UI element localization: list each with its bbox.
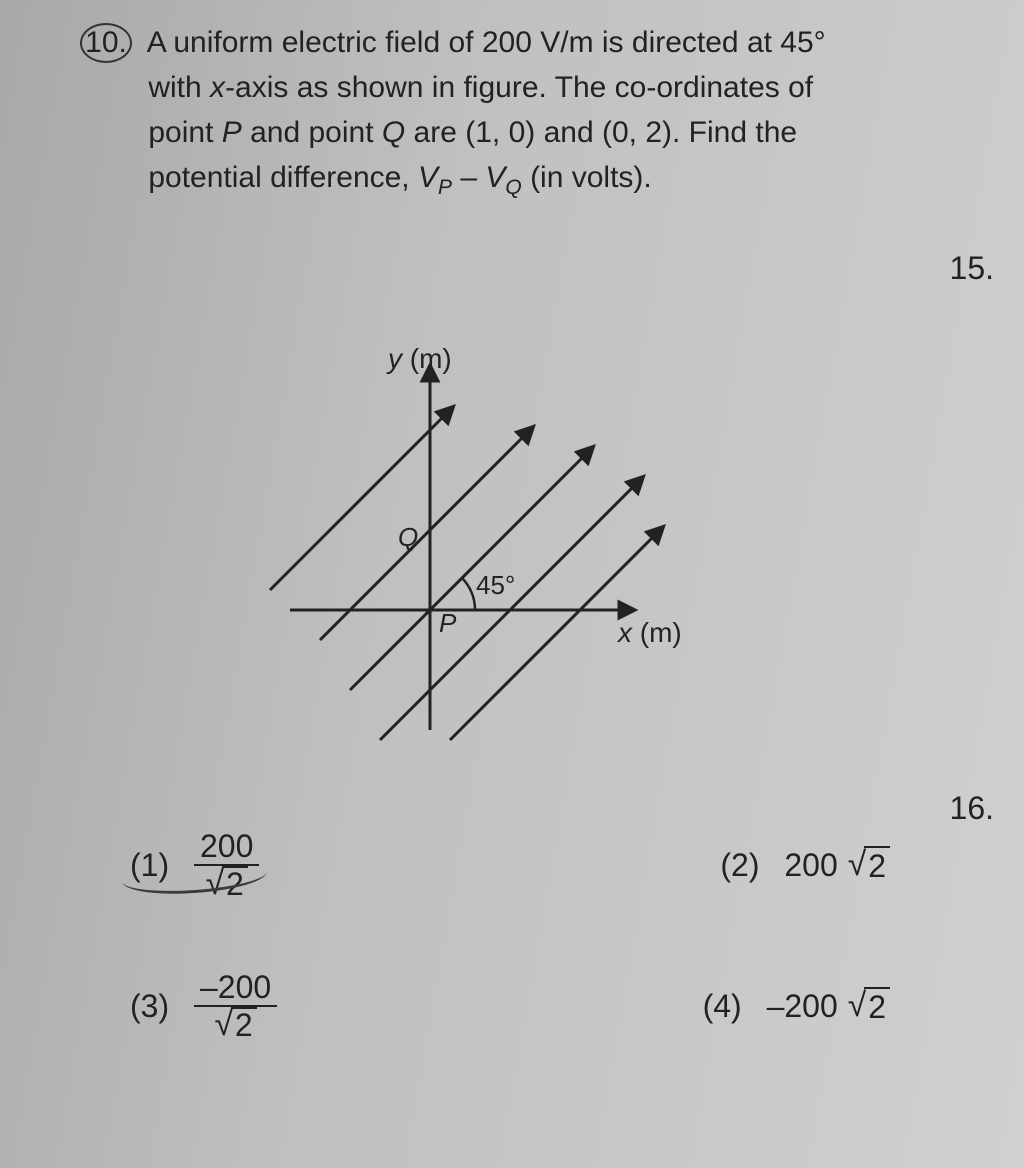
x-label: x (m) [616, 617, 682, 648]
q-Q: Q [382, 116, 405, 149]
option-3: (3) –200 √2 [130, 971, 277, 1042]
q-l3c: are (1, 0) and (0, 2). Find the [405, 116, 797, 149]
opt1-den-rad: 2 [222, 866, 248, 902]
option-4: (4) –200 √2 [703, 971, 890, 1042]
option-row-1: (1) 200 √2 (2) 200 √2 [130, 830, 890, 901]
opt1-den: √2 [200, 866, 254, 902]
option-1: (1) 200 √2 [130, 830, 259, 901]
q-Vp-sub: P [438, 176, 452, 199]
opt2-coef: 200 [784, 847, 837, 884]
options-block: (1) 200 √2 (2) 200 √2 (3) –200 [130, 830, 890, 1112]
figure-svg: y (m) x (m) 45° P Q [230, 330, 710, 750]
page-surface: 10. A uniform electric field of 200 V/m … [0, 0, 1024, 1168]
q-l4a: potential difference, [148, 161, 418, 194]
opt3-label: (3) [130, 988, 184, 1025]
question-number: 10. [80, 23, 132, 63]
opt2-sqrt: √2 [848, 846, 890, 885]
q-l4b: (in volts). [522, 161, 652, 194]
opt4-coef: –200 [767, 988, 838, 1025]
q-l2a: with [148, 71, 210, 104]
option-row-2: (3) –200 √2 (4) –200 √2 [130, 971, 890, 1042]
opt4-label: (4) [703, 988, 757, 1025]
margin-16: 16. [950, 790, 994, 827]
opt3-den-rad: 2 [231, 1007, 257, 1043]
margin-15: 15. [950, 250, 994, 287]
opt4-sqrt: √2 [848, 987, 890, 1026]
q-l3a: point [148, 116, 221, 149]
question-block: 10. A uniform electric field of 200 V/m … [80, 20, 880, 204]
q-l2b: -axis as shown in figure. The co-ordinat… [225, 71, 813, 104]
opt1-label: (1) [130, 847, 184, 884]
q-minus: – [452, 161, 485, 194]
q-Vp: V [418, 161, 438, 194]
q-l3b: and point [242, 116, 382, 149]
q-Vq-sub: Q [505, 176, 521, 199]
option-2: (2) 200 √2 [720, 830, 890, 901]
opt3-den: √2 [208, 1007, 262, 1043]
angle-arc [462, 578, 475, 610]
opt4-rad: 2 [864, 987, 890, 1026]
opt3-frac: –200 √2 [194, 971, 277, 1042]
opt2-label: (2) [720, 847, 774, 884]
P-label: P [439, 608, 457, 638]
opt1-frac: 200 √2 [194, 830, 259, 901]
angle-label: 45° [476, 570, 515, 600]
q-P: P [222, 116, 242, 149]
question-line-1: A uniform electric field of 200 V/m is d… [147, 26, 826, 59]
Q-label: Q [398, 522, 418, 552]
y-label: y (m) [386, 343, 452, 374]
field-lines [270, 410, 660, 740]
figure: y (m) x (m) 45° P Q [230, 330, 710, 750]
opt1-num: 200 [194, 830, 259, 866]
q-xaxis: x [210, 71, 225, 104]
q-Vq: V [485, 161, 505, 194]
opt3-num: –200 [194, 971, 277, 1007]
opt2-rad: 2 [864, 846, 890, 885]
